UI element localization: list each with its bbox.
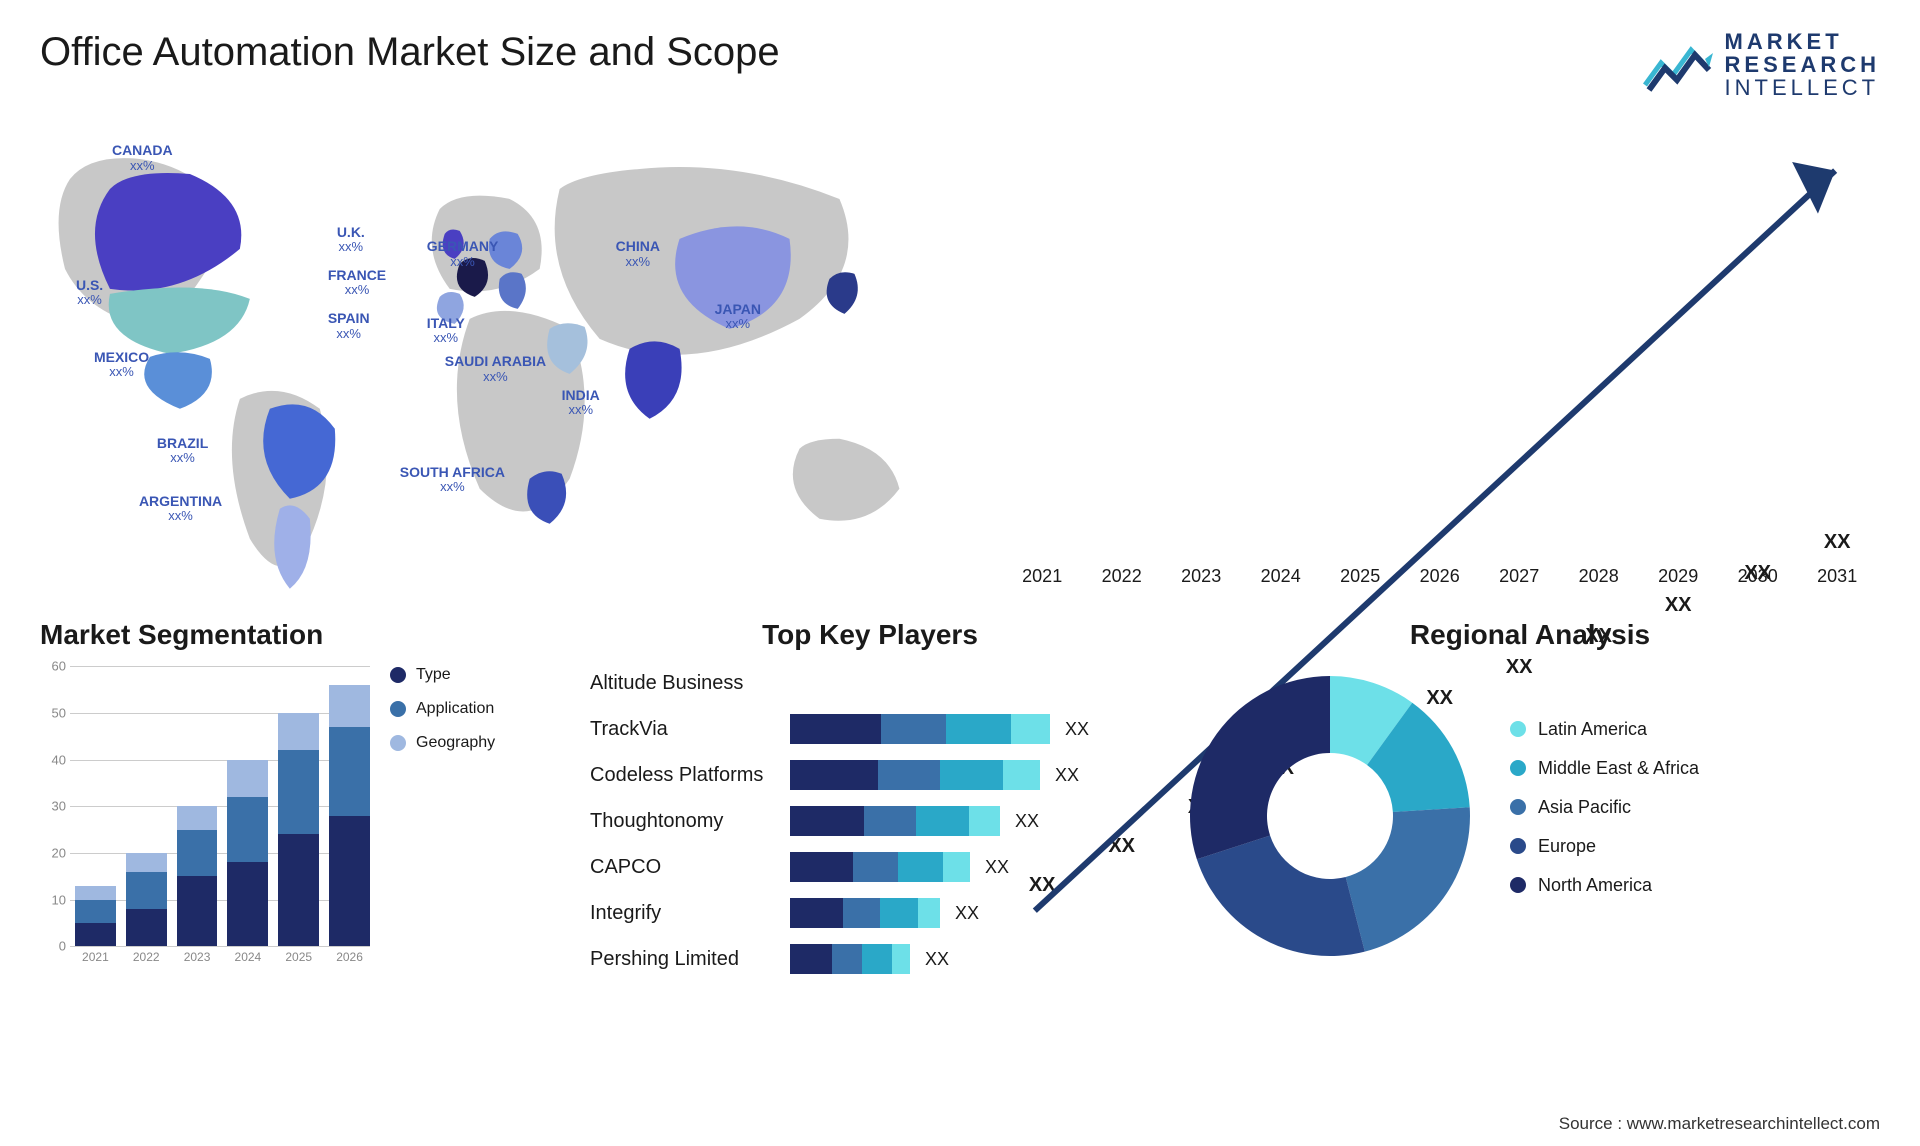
seg-ytick: 10	[40, 892, 66, 907]
world-map-panel: CANADAxx% U.S.xx% MEXICOxx% BRAZILxx% ARGENT…	[40, 119, 939, 599]
regional-title: Regional Analysis	[1180, 619, 1880, 651]
map-label-japan: JAPANxx%	[715, 302, 761, 332]
seg-ytick: 50	[40, 705, 66, 720]
kp-row: Altitude Business	[590, 666, 1150, 700]
map-label-argentina: ARGENTINAxx%	[139, 494, 222, 524]
kp-row: Integrify XX	[590, 896, 1150, 930]
region-legend-item: North America	[1510, 875, 1699, 896]
seg-bar-2024: 2024	[227, 760, 268, 947]
seg-ytick: 30	[40, 799, 66, 814]
growth-bar-year: 2031	[1817, 566, 1857, 587]
growth-bar-year: 2024	[1261, 566, 1301, 587]
kp-value: XX	[1065, 719, 1089, 740]
logo-line1: MARKET	[1725, 30, 1880, 53]
map-label-canada: CANADAxx%	[112, 143, 173, 173]
logo-line2: RESEARCH	[1725, 53, 1880, 76]
donut-slice	[1197, 836, 1365, 957]
segmentation-legend: Type Application Geography	[390, 666, 495, 966]
kp-row: Thoughtonomy XX	[590, 804, 1150, 838]
growth-bar-year: 2028	[1579, 566, 1619, 587]
kp-row: CAPCO XX	[590, 850, 1150, 884]
growth-bar-year: 2030	[1738, 566, 1778, 587]
growth-bar-year: 2026	[1420, 566, 1460, 587]
map-label-germany: GERMANYxx%	[427, 239, 499, 269]
kp-name: Thoughtonomy	[590, 810, 790, 833]
logo-line3: INTELLECT	[1725, 76, 1880, 99]
growth-bar-value: XX	[1506, 656, 1533, 679]
growth-bar-value: XX	[1108, 835, 1135, 858]
map-label-mexico: MEXICOxx%	[94, 350, 149, 380]
seg-bar-2026: 2026	[329, 685, 370, 946]
region-legend-item: Europe	[1510, 836, 1699, 857]
seg-legend-item: Application	[390, 700, 495, 718]
map-label-china: CHINAxx%	[616, 239, 660, 269]
kp-name: TrackVia	[590, 718, 790, 741]
map-label-southafrica: SOUTH AFRICAxx%	[400, 465, 505, 495]
kp-name: Integrify	[590, 902, 790, 925]
growth-bar-year: 2025	[1340, 566, 1380, 587]
seg-bar-2021: 2021	[75, 886, 116, 947]
kp-name: CAPCO	[590, 856, 790, 879]
map-label-india: INDIAxx%	[562, 388, 600, 418]
map-label-us: U.S.xx%	[76, 278, 103, 308]
seg-legend-item: Geography	[390, 734, 495, 752]
seg-bar-2022: 2022	[126, 853, 167, 946]
kp-row: Codeless Platforms XX	[590, 758, 1150, 792]
regional-panel: Regional Analysis Latin America Middle Ea…	[1180, 619, 1880, 1049]
map-label-brazil: BRAZILxx%	[157, 436, 208, 466]
seg-ytick: 20	[40, 845, 66, 860]
kp-name: Altitude Business	[590, 672, 790, 695]
segmentation-panel: Market Segmentation 01020304050602021202…	[40, 619, 560, 1049]
regional-legend: Latin America Middle East & Africa Asia Pa…	[1510, 719, 1699, 914]
page-title: Office Automation Market Size and Scope	[40, 30, 780, 75]
regional-donut-chart	[1180, 666, 1480, 966]
growth-bar-year: 2029	[1658, 566, 1698, 587]
growth-bar-value: XX	[1029, 874, 1056, 897]
kp-value: XX	[1015, 811, 1039, 832]
kp-value: XX	[1055, 765, 1079, 786]
seg-ytick: 40	[40, 752, 66, 767]
key-players-title: Top Key Players	[590, 619, 1150, 651]
growth-bar-value: XX	[1585, 625, 1612, 648]
kp-name: Pershing Limited	[590, 948, 790, 971]
map-label-saudiarabia: SAUDI ARABIAxx%	[445, 354, 546, 384]
kp-row: TrackVia XX	[590, 712, 1150, 746]
growth-bar-year: 2022	[1102, 566, 1142, 587]
logo-mark-icon	[1643, 35, 1713, 95]
growth-bar-year: 2023	[1181, 566, 1221, 587]
growth-bar-value: XX	[1824, 531, 1851, 554]
growth-bar-year: 2027	[1499, 566, 1539, 587]
key-players-chart: Altitude BusinessTrackViaXXCodeless Plat…	[590, 666, 1150, 976]
logo-text: MARKET RESEARCH INTELLECT	[1725, 30, 1880, 99]
seg-year-label: 2026	[202, 950, 497, 964]
donut-slice	[1346, 807, 1470, 951]
source-attribution: Source : www.marketresearchintellect.com	[1559, 1114, 1880, 1134]
donut-slice	[1190, 676, 1330, 859]
growth-chart: XX2021XX2022XX2023XX2024XX2025XX2026XX20…	[979, 119, 1880, 599]
map-label-spain: SPAINxx%	[328, 311, 370, 341]
seg-bar-2023: 2023	[177, 806, 218, 946]
brand-logo: MARKET RESEARCH INTELLECT	[1643, 30, 1880, 99]
kp-value: XX	[925, 949, 949, 970]
key-players-panel: Top Key Players Altitude Business TrackVi…	[590, 619, 1150, 1049]
kp-value: XX	[955, 903, 979, 924]
seg-legend-item: Type	[390, 666, 495, 684]
map-label-uk: U.K.xx%	[337, 225, 365, 255]
growth-bar-year: 2021	[1022, 566, 1062, 587]
region-legend-item: Latin America	[1510, 719, 1699, 740]
seg-ytick: 60	[40, 659, 66, 674]
kp-name: Codeless Platforms	[590, 764, 790, 787]
map-label-italy: ITALYxx%	[427, 316, 465, 346]
segmentation-chart: 0102030405060202120222023202420252026	[40, 666, 370, 966]
kp-value: XX	[985, 857, 1009, 878]
seg-bar-2025: 2025	[278, 713, 319, 946]
map-label-france: FRANCExx%	[328, 268, 386, 298]
region-legend-item: Asia Pacific	[1510, 797, 1699, 818]
region-legend-item: Middle East & Africa	[1510, 758, 1699, 779]
segmentation-title: Market Segmentation	[40, 619, 560, 651]
growth-bar-value: XX	[1665, 594, 1692, 617]
kp-row: Pershing Limited XX	[590, 942, 1150, 976]
